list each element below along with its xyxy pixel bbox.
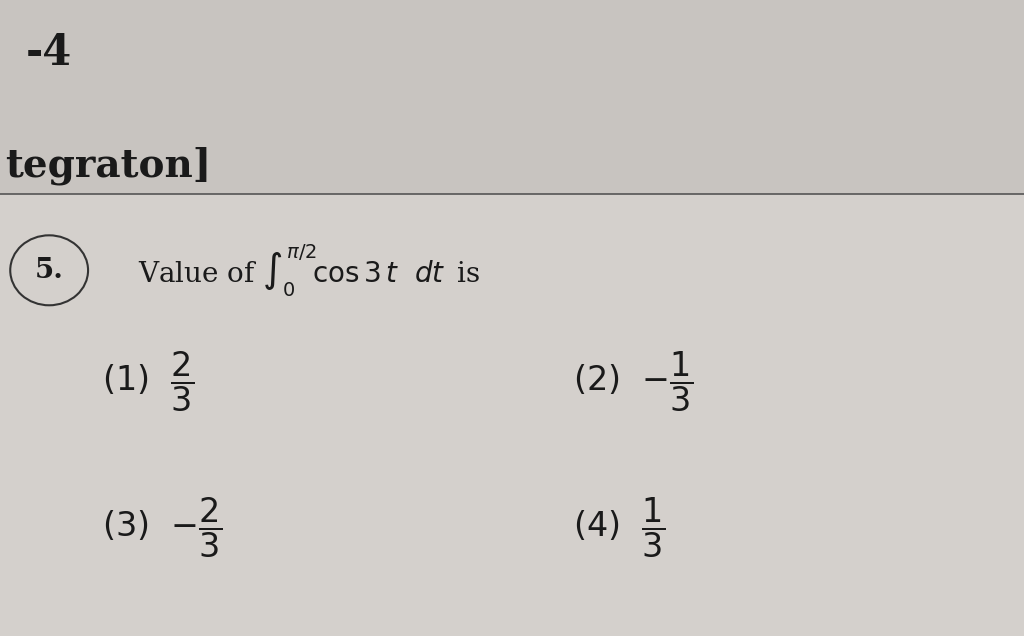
Text: $(2)\ \ {-}\dfrac{1}{3}$: $(2)\ \ {-}\dfrac{1}{3}$ xyxy=(573,349,693,414)
Text: -4: -4 xyxy=(26,32,72,74)
Text: tegraton]: tegraton] xyxy=(5,146,211,185)
Text: $(3)\ \ {-}\dfrac{2}{3}$: $(3)\ \ {-}\dfrac{2}{3}$ xyxy=(102,495,222,560)
Text: Value of $\int_0^{\pi/2}\!\cos 3\,t\ \ dt\,$ is: Value of $\int_0^{\pi/2}\!\cos 3\,t\ \ d… xyxy=(138,242,480,299)
Text: $(4)\ \ \dfrac{1}{3}$: $(4)\ \ \dfrac{1}{3}$ xyxy=(573,495,666,560)
FancyBboxPatch shape xyxy=(0,0,1024,194)
Text: $(1)\ \ \dfrac{2}{3}$: $(1)\ \ \dfrac{2}{3}$ xyxy=(102,349,195,414)
Text: 5.: 5. xyxy=(35,257,63,284)
